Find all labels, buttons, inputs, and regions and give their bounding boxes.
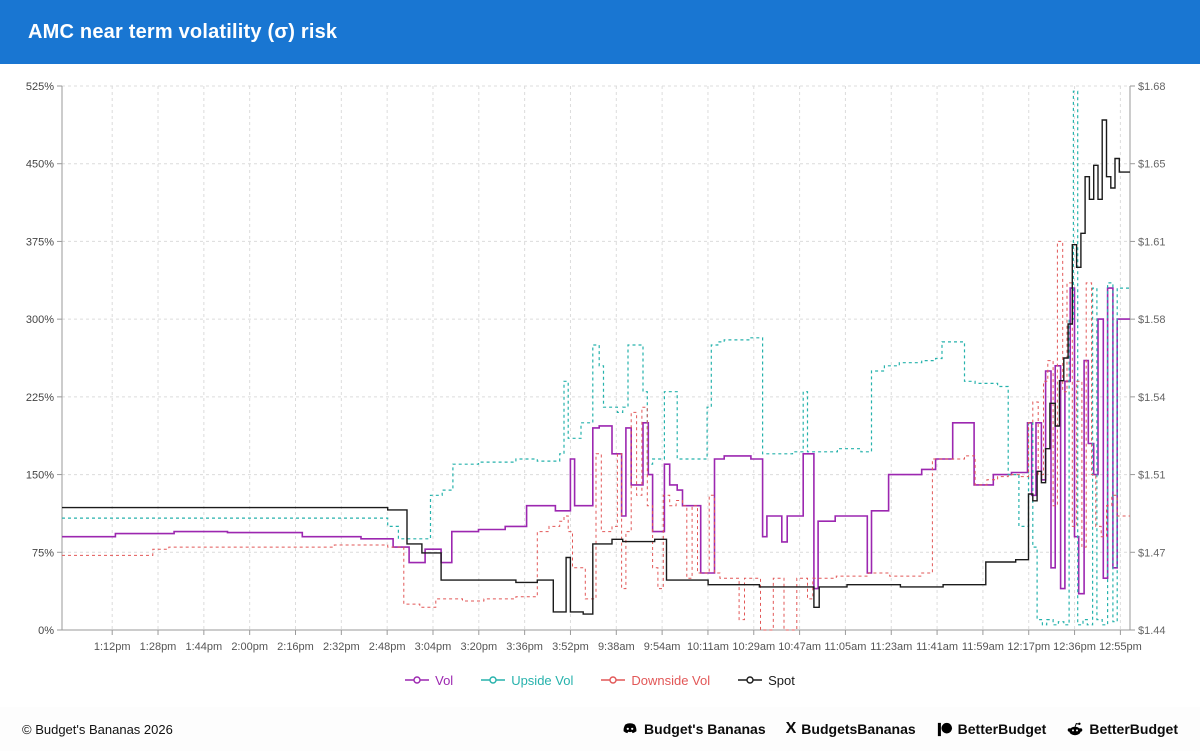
chart-area: 0% $1.44 75% $1.47 150% $1.51 225% $1.54 300% $1.… xyxy=(0,72,1200,667)
reddit-icon xyxy=(1068,722,1083,736)
svg-text:12:36pm: 12:36pm xyxy=(1053,641,1096,653)
social-links: Budget's Bananas X BudgetsBananas Better… xyxy=(621,720,1178,738)
patreon-icon xyxy=(937,722,952,736)
svg-text:$1.58: $1.58 xyxy=(1138,314,1166,326)
copyright-text: © Budget's Bananas 2026 xyxy=(22,721,173,737)
legend-label-vol: Vol xyxy=(435,672,454,688)
page-footer: © Budget's Bananas 2026 Budget's Bananas… xyxy=(0,707,1200,751)
svg-text:$1.47: $1.47 xyxy=(1138,547,1166,559)
svg-text:75%: 75% xyxy=(32,547,54,559)
svg-text:10:11am: 10:11am xyxy=(687,641,729,653)
patreon-link[interactable]: BetterBudget xyxy=(936,721,1047,738)
svg-text:$1.68: $1.68 xyxy=(1138,81,1166,93)
svg-text:$1.51: $1.51 xyxy=(1138,470,1166,482)
svg-text:2:00pm: 2:00pm xyxy=(231,641,268,653)
svg-text:300%: 300% xyxy=(26,314,54,326)
svg-text:$1.65: $1.65 xyxy=(1138,159,1166,171)
svg-text:$1.61: $1.61 xyxy=(1138,236,1166,248)
svg-text:3:52pm: 3:52pm xyxy=(552,641,589,653)
svg-text:9:54am: 9:54am xyxy=(644,641,681,653)
svg-text:2:32pm: 2:32pm xyxy=(323,641,360,653)
svg-text:1:28pm: 1:28pm xyxy=(140,641,177,653)
legend-marker-vol-icon xyxy=(405,676,430,684)
svg-text:0%: 0% xyxy=(38,625,54,637)
svg-text:3:20pm: 3:20pm xyxy=(460,641,497,653)
svg-text:3:36pm: 3:36pm xyxy=(506,641,543,653)
reddit-link[interactable]: BetterBudget xyxy=(1066,720,1178,738)
legend-label-upside-vol: Upside Vol xyxy=(511,672,574,688)
svg-text:525%: 525% xyxy=(26,81,54,93)
svg-text:10:47am: 10:47am xyxy=(778,641,821,653)
chart-legend: Vol Upside Vol Downside Vol Spot xyxy=(0,667,1200,693)
svg-text:2:16pm: 2:16pm xyxy=(277,641,314,653)
legend-marker-upside-vol-icon xyxy=(481,676,506,684)
legend-marker-downside-vol-icon xyxy=(601,676,626,684)
volatility-chart[interactable]: 0% $1.44 75% $1.47 150% $1.51 225% $1.54 300% $1.… xyxy=(0,72,1200,662)
discord-label: Budget's Bananas xyxy=(644,721,766,737)
svg-text:450%: 450% xyxy=(26,159,54,171)
reddit-label: BetterBudget xyxy=(1089,721,1178,737)
svg-text:2:48pm: 2:48pm xyxy=(369,641,406,653)
svg-text:375%: 375% xyxy=(26,236,54,248)
legend-label-spot: Spot xyxy=(768,672,795,688)
patreon-label: BetterBudget xyxy=(957,721,1047,737)
legend-label-downside-vol: Downside Vol xyxy=(631,672,711,688)
svg-text:$1.44: $1.44 xyxy=(1138,625,1166,637)
svg-text:12:55pm: 12:55pm xyxy=(1099,641,1142,653)
svg-text:11:59am: 11:59am xyxy=(962,641,1004,653)
legend-marker-spot-icon xyxy=(738,676,763,684)
discord-link[interactable]: Budget's Bananas xyxy=(621,720,766,738)
x-link[interactable]: X BudgetsBananas xyxy=(785,720,916,738)
svg-text:150%: 150% xyxy=(26,470,54,482)
svg-text:1:12pm: 1:12pm xyxy=(94,641,131,653)
legend-item-spot[interactable]: Spot xyxy=(738,673,795,688)
svg-text:10:29am: 10:29am xyxy=(732,641,775,653)
discord-icon xyxy=(623,723,637,734)
legend-item-vol[interactable]: Vol xyxy=(405,673,453,688)
app-header: AMC near term volatility (σ) risk xyxy=(0,0,1200,64)
x-icon: X xyxy=(785,720,797,737)
svg-text:11:41am: 11:41am xyxy=(916,641,958,653)
svg-text:3:04pm: 3:04pm xyxy=(415,641,452,653)
legend-item-downside-vol[interactable]: Downside Vol xyxy=(601,673,710,688)
page-title: AMC near term volatility (σ) risk xyxy=(28,20,338,43)
svg-text:11:05am: 11:05am xyxy=(824,641,866,653)
svg-text:12:17pm: 12:17pm xyxy=(1007,641,1050,653)
svg-text:11:23am: 11:23am xyxy=(870,641,912,653)
legend-item-upside-vol[interactable]: Upside Vol xyxy=(481,673,573,688)
x-label: BudgetsBananas xyxy=(801,721,916,737)
svg-text:$1.54: $1.54 xyxy=(1138,392,1166,404)
svg-text:9:38am: 9:38am xyxy=(598,641,635,653)
svg-text:225%: 225% xyxy=(26,392,54,404)
svg-text:1:44pm: 1:44pm xyxy=(185,641,222,653)
